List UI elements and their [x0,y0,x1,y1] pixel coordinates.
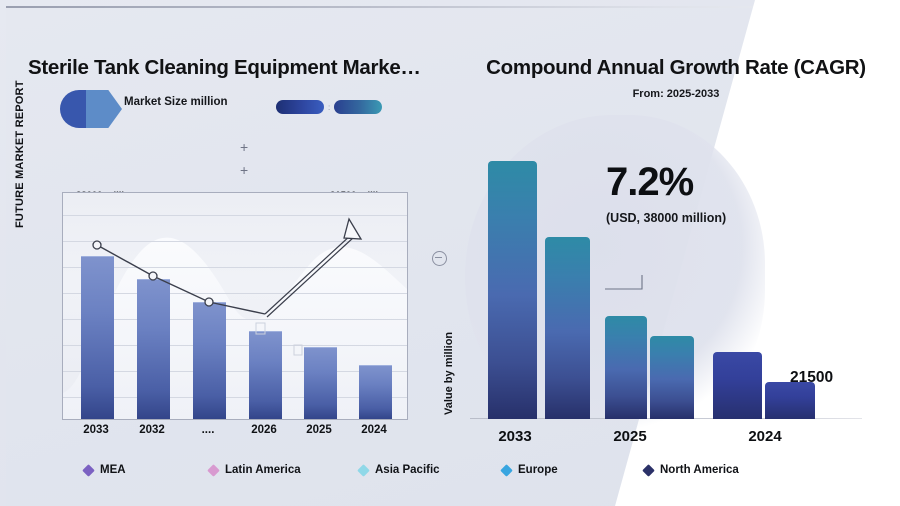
plus-icon: + [240,139,249,155]
legend-marker-icon [207,463,220,477]
left-chart-trend-line [92,217,363,356]
rbar-2024-b [765,382,815,419]
bar-2032 [137,279,170,419]
legend-label: Asia Pacific [375,464,440,476]
left-chart-bars [63,193,407,419]
cagr-value: 7.2% [606,160,694,204]
chart-legend: MEA Latin America Asia Pacific Europe No… [82,463,824,484]
legend-label: MEA [100,464,126,476]
market-size-label: Market Size million [124,96,228,108]
legend-label: Latin America [225,464,301,476]
legend-item-asia-pacific[interactable]: Asia Pacific [357,463,440,477]
left-chart-x-axis: 2033 2032 .... 2026 2025 2024 [62,424,406,442]
x-label-2026: 2026 [251,424,277,436]
legend-item-latin-america[interactable]: Latin America [207,463,301,477]
legend-pill-separator: : [328,102,331,112]
legend-pill-teal [334,100,383,114]
legend-label: North America [660,464,739,476]
left-chart-y-axis-label: FUTURE MARKET REPORT [14,80,26,228]
legend-label: Europe [518,464,558,476]
bar-2024 [359,365,392,419]
market-size-logo [60,90,122,128]
rx-label-2025: 2025 [613,428,647,445]
left-bar-chart [62,192,408,420]
legend-marker-icon [357,463,370,477]
rbar-2033-b [545,237,590,419]
bar-2025 [304,347,337,419]
right-bar-chart [470,150,870,425]
right-chart-tick-mark [605,275,643,290]
top-divider [6,6,886,8]
legend-marker-icon [82,463,95,477]
legend-item-north-america[interactable]: North America [642,463,739,477]
rx-label-2033: 2033 [498,428,532,445]
x-label-2032: 2032 [139,424,165,436]
right-panel-title: Compound Annual Growth Rate (CAGR) [486,56,866,79]
bar-2033 [81,256,114,419]
rbar-2024-a [713,352,762,419]
legend-pills: : [276,100,383,114]
x-label-2025: 2025 [306,424,332,436]
x-label-dots: .... [201,424,215,436]
x-label-2024: 2024 [361,424,387,436]
logo-light-shape [86,90,122,128]
left-chart-y2-axis-label: Value by million [443,331,455,415]
bar-2026 [249,331,282,419]
right-chart-data-label: 21500 [790,369,834,386]
cagr-note: (USD, 38000 million) [606,211,727,225]
plus-icon: + [240,162,249,178]
rbar-2033-a [488,161,537,419]
x-label-2033: 2033 [83,424,109,436]
legend-marker-icon [500,463,513,477]
minus-circle-icon [432,251,447,266]
right-panel-subtitle: From: 2025-2033 [632,88,720,100]
bar-dots [193,302,226,419]
rbar-2025-b [650,336,694,419]
legend-marker-icon [642,463,655,477]
legend-item-mea[interactable]: MEA [82,463,126,477]
rbar-2025-a [605,316,647,419]
legend-pill-navy [276,100,324,114]
rx-label-2024: 2024 [748,428,782,445]
right-chart-x-axis: 2033 2025 2024 [470,428,870,448]
legend-item-europe[interactable]: Europe [500,463,558,477]
left-panel-title: Sterile Tank Cleaning Equipment Marke… [28,56,421,79]
